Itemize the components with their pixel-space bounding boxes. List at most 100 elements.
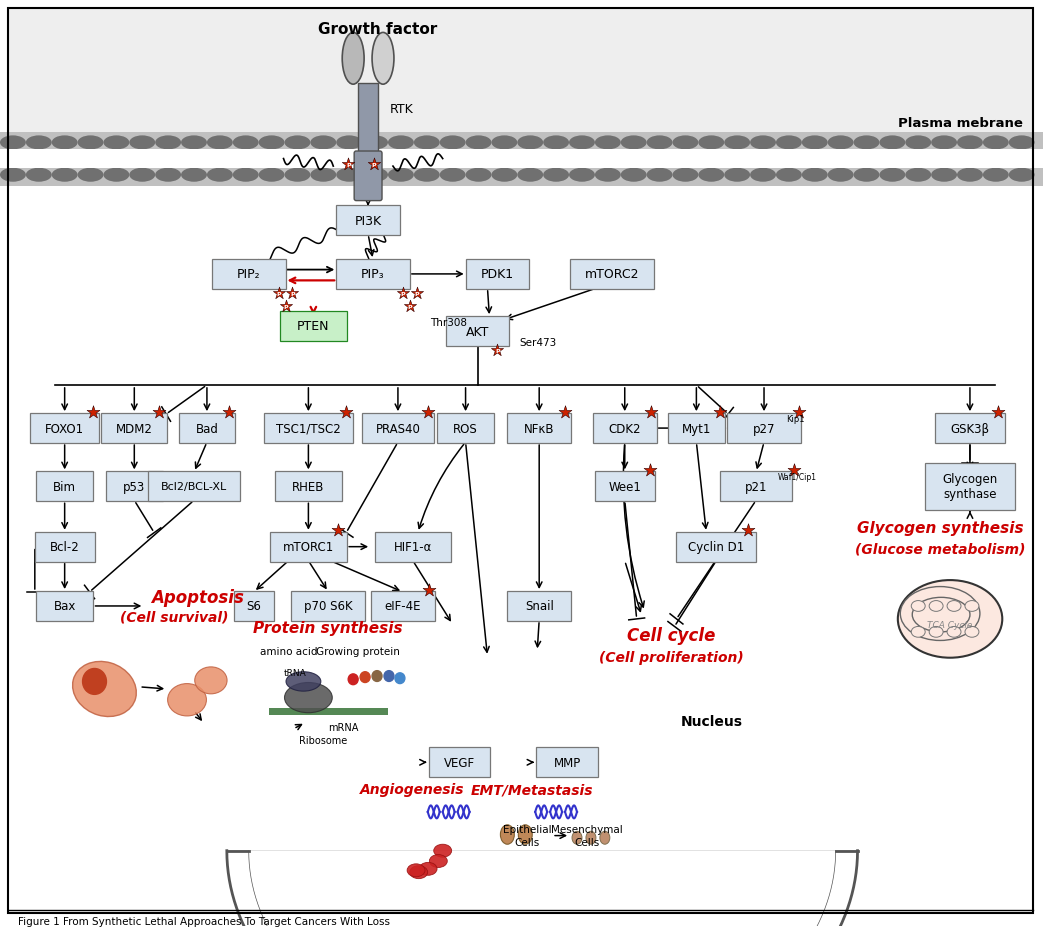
Text: amino acid: amino acid xyxy=(260,646,318,656)
Ellipse shape xyxy=(78,169,104,183)
Text: mTORC2: mTORC2 xyxy=(585,268,639,281)
Point xyxy=(220,405,237,420)
Ellipse shape xyxy=(828,136,853,150)
Bar xyxy=(268,708,388,715)
FancyBboxPatch shape xyxy=(727,413,801,444)
Text: Apoptosis: Apoptosis xyxy=(151,589,244,606)
Ellipse shape xyxy=(1009,136,1034,150)
Point xyxy=(401,299,418,314)
Circle shape xyxy=(384,671,394,681)
FancyBboxPatch shape xyxy=(234,591,274,621)
Text: p70 S6K: p70 S6K xyxy=(304,600,352,613)
Text: PI3K: PI3K xyxy=(354,214,381,227)
Ellipse shape xyxy=(932,136,957,150)
Text: mTORC1: mTORC1 xyxy=(283,540,334,553)
Text: TCA Cycle: TCA Cycle xyxy=(927,620,973,629)
FancyBboxPatch shape xyxy=(102,413,167,444)
FancyBboxPatch shape xyxy=(29,413,100,444)
Point xyxy=(151,405,168,420)
FancyBboxPatch shape xyxy=(507,591,571,621)
Text: tRNA: tRNA xyxy=(284,668,307,678)
Text: TSC1/TSC2: TSC1/TSC2 xyxy=(276,422,341,435)
Ellipse shape xyxy=(569,169,595,183)
Point xyxy=(989,405,1006,420)
Ellipse shape xyxy=(310,169,336,183)
Text: p27: p27 xyxy=(752,422,776,435)
Text: CDK2: CDK2 xyxy=(609,422,641,435)
Text: Cyclin D1: Cyclin D1 xyxy=(689,540,744,553)
Ellipse shape xyxy=(104,136,129,150)
Ellipse shape xyxy=(519,825,532,844)
Ellipse shape xyxy=(983,136,1009,150)
Text: P: P xyxy=(415,292,419,297)
FancyBboxPatch shape xyxy=(374,532,451,562)
Ellipse shape xyxy=(647,169,673,183)
Text: Nucleus: Nucleus xyxy=(680,715,742,729)
Ellipse shape xyxy=(259,136,284,150)
Ellipse shape xyxy=(947,601,961,612)
Text: P: P xyxy=(408,305,412,310)
FancyBboxPatch shape xyxy=(429,747,490,778)
Text: P: P xyxy=(290,292,294,297)
Text: Bax: Bax xyxy=(53,600,75,613)
Circle shape xyxy=(361,672,370,683)
Text: Cell cycle: Cell cycle xyxy=(628,627,716,644)
Bar xyxy=(0,133,1043,186)
Point xyxy=(394,286,411,301)
Text: Bim: Bim xyxy=(53,480,77,493)
Ellipse shape xyxy=(414,136,440,150)
Ellipse shape xyxy=(343,33,364,85)
Ellipse shape xyxy=(492,169,518,183)
Ellipse shape xyxy=(440,136,465,150)
Text: mRNA: mRNA xyxy=(328,722,358,732)
Text: S6: S6 xyxy=(246,600,261,613)
FancyBboxPatch shape xyxy=(676,532,756,562)
Ellipse shape xyxy=(698,169,724,183)
Ellipse shape xyxy=(518,169,543,183)
FancyBboxPatch shape xyxy=(935,413,1005,444)
Text: AKT: AKT xyxy=(465,325,489,338)
Ellipse shape xyxy=(965,601,979,612)
Point xyxy=(786,464,803,478)
Text: Cells: Cells xyxy=(515,837,540,847)
Ellipse shape xyxy=(673,169,698,183)
Text: MDM2: MDM2 xyxy=(116,422,153,435)
Text: MMP: MMP xyxy=(553,756,581,769)
Ellipse shape xyxy=(430,855,447,868)
Circle shape xyxy=(83,668,107,694)
Ellipse shape xyxy=(912,627,925,638)
Ellipse shape xyxy=(26,169,51,183)
Ellipse shape xyxy=(155,169,181,183)
Text: P: P xyxy=(277,292,281,297)
Text: PIP₂: PIP₂ xyxy=(237,268,261,281)
Ellipse shape xyxy=(206,169,233,183)
Text: ROS: ROS xyxy=(453,422,478,435)
FancyBboxPatch shape xyxy=(37,472,93,502)
Ellipse shape xyxy=(905,136,932,150)
FancyBboxPatch shape xyxy=(445,317,509,347)
FancyBboxPatch shape xyxy=(570,260,654,290)
Point xyxy=(330,524,347,539)
Ellipse shape xyxy=(284,169,310,183)
Text: p21: p21 xyxy=(745,480,767,493)
Ellipse shape xyxy=(599,832,610,844)
Text: (Cell proliferation): (Cell proliferation) xyxy=(599,650,744,664)
Circle shape xyxy=(348,674,358,685)
Ellipse shape xyxy=(410,866,428,879)
FancyBboxPatch shape xyxy=(35,532,94,562)
Text: eIF-4E: eIF-4E xyxy=(385,600,421,613)
Ellipse shape xyxy=(853,169,879,183)
Text: Protein synthesis: Protein synthesis xyxy=(254,620,403,635)
Text: Thr308: Thr308 xyxy=(430,318,466,328)
Ellipse shape xyxy=(912,601,925,612)
Point xyxy=(489,344,506,359)
Ellipse shape xyxy=(620,136,647,150)
Text: Ribosome: Ribosome xyxy=(299,735,348,744)
Point xyxy=(642,405,659,420)
Circle shape xyxy=(395,673,405,684)
Point xyxy=(84,405,101,420)
Point xyxy=(277,299,293,314)
Ellipse shape xyxy=(388,169,414,183)
Text: P: P xyxy=(346,163,350,168)
Ellipse shape xyxy=(879,169,905,183)
